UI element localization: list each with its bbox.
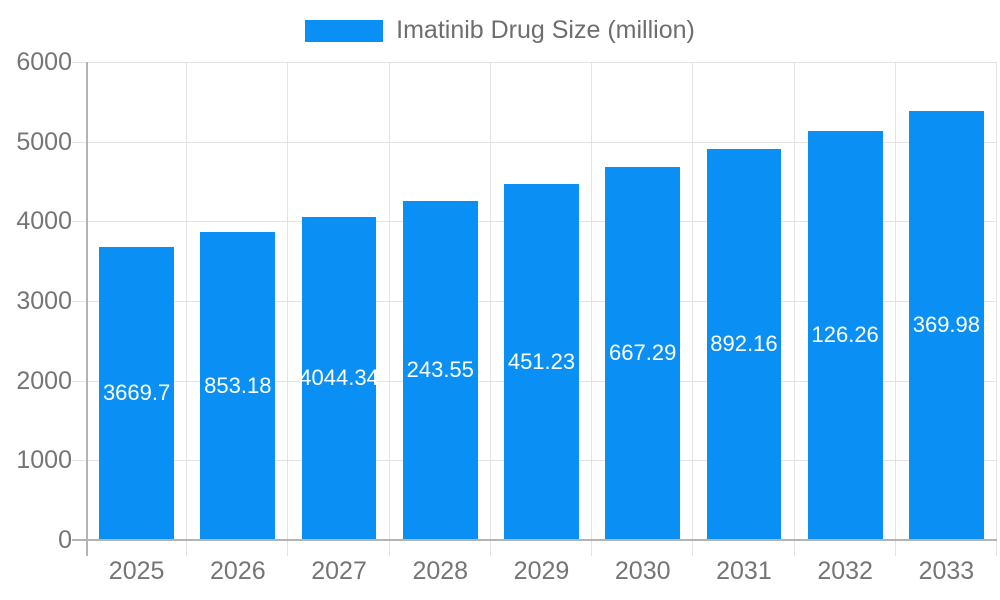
y-axis-label-5000: 5000 bbox=[16, 127, 72, 156]
x-axis-label-2029: 2029 bbox=[513, 557, 570, 585]
x-axis-label-2031: 2031 bbox=[716, 557, 772, 585]
x-axis-label-2025: 2025 bbox=[108, 557, 165, 585]
bar-2026[interactable]: 853.18 bbox=[200, 232, 276, 539]
y-axis-label-6000: 6000 bbox=[16, 48, 72, 76]
bar-value-label: 4044.34 bbox=[299, 364, 379, 390]
y-axis-label-0: 0 bbox=[58, 526, 72, 554]
gridline-vertical bbox=[591, 62, 593, 556]
legend-label: Imatinib Drug Size (million) bbox=[396, 16, 695, 44]
bar-2033[interactable]: 369.98 bbox=[908, 111, 984, 539]
bar-value-label: 451.23 bbox=[507, 348, 576, 374]
y-axis-label-2000: 2000 bbox=[16, 366, 72, 395]
plot-area: 3669.7 853.18 4044.34 243.55 451.23 667.29 892… bbox=[16, 49, 997, 584]
bar-value-label: 667.29 bbox=[609, 340, 677, 366]
bar-value-label: 126.26 bbox=[811, 321, 879, 347]
bar-2027[interactable]: 4044.34 bbox=[299, 216, 379, 539]
gridline-vertical bbox=[388, 62, 390, 556]
bar-2029[interactable]: 451.23 bbox=[504, 184, 579, 539]
y-axis-line bbox=[86, 62, 88, 556]
bar-2030[interactable]: 667.29 bbox=[605, 167, 681, 539]
gridline-vertical bbox=[894, 62, 896, 556]
bar-2028[interactable]: 243.55 bbox=[402, 200, 478, 539]
bar-2031[interactable]: 892.16 bbox=[706, 149, 782, 539]
x-axis-label-2032: 2032 bbox=[817, 557, 873, 585]
bar-value-label: 892.16 bbox=[710, 331, 778, 357]
gridline-vertical bbox=[793, 62, 795, 556]
bar-value-label: 3669.7 bbox=[102, 379, 171, 405]
y-axis-label-4000: 4000 bbox=[16, 207, 72, 236]
gridline-vertical bbox=[287, 62, 289, 556]
bar-value-label: 369.98 bbox=[912, 312, 981, 338]
x-axis-label-2026: 2026 bbox=[210, 557, 266, 585]
y-axis-label-1000: 1000 bbox=[16, 446, 72, 475]
bar-value-label: 243.55 bbox=[406, 356, 474, 382]
legend-swatch bbox=[305, 19, 384, 42]
x-axis-label-2030: 2030 bbox=[614, 557, 671, 585]
x-axis-label-2033: 2033 bbox=[918, 557, 975, 585]
x-axis-label-2027: 2027 bbox=[311, 557, 367, 585]
gridline-horizontal bbox=[72, 141, 997, 143]
y-axis-label-3000: 3000 bbox=[16, 287, 72, 315]
gridline-vertical bbox=[186, 62, 188, 556]
gridline-vertical bbox=[489, 62, 491, 556]
legend[interactable]: Imatinib Drug Size (million) bbox=[0, 16, 1000, 45]
gridline-vertical bbox=[692, 62, 694, 556]
bar-value-label: 853.18 bbox=[204, 372, 272, 398]
x-axis-baseline bbox=[72, 539, 997, 541]
bar-2032[interactable]: 126.26 bbox=[807, 130, 883, 539]
gridline-vertical bbox=[996, 62, 997, 556]
gridline-horizontal bbox=[72, 62, 997, 63]
bar-2025[interactable]: 3669.7 bbox=[99, 246, 174, 539]
x-axis-label-2028: 2028 bbox=[412, 557, 469, 585]
